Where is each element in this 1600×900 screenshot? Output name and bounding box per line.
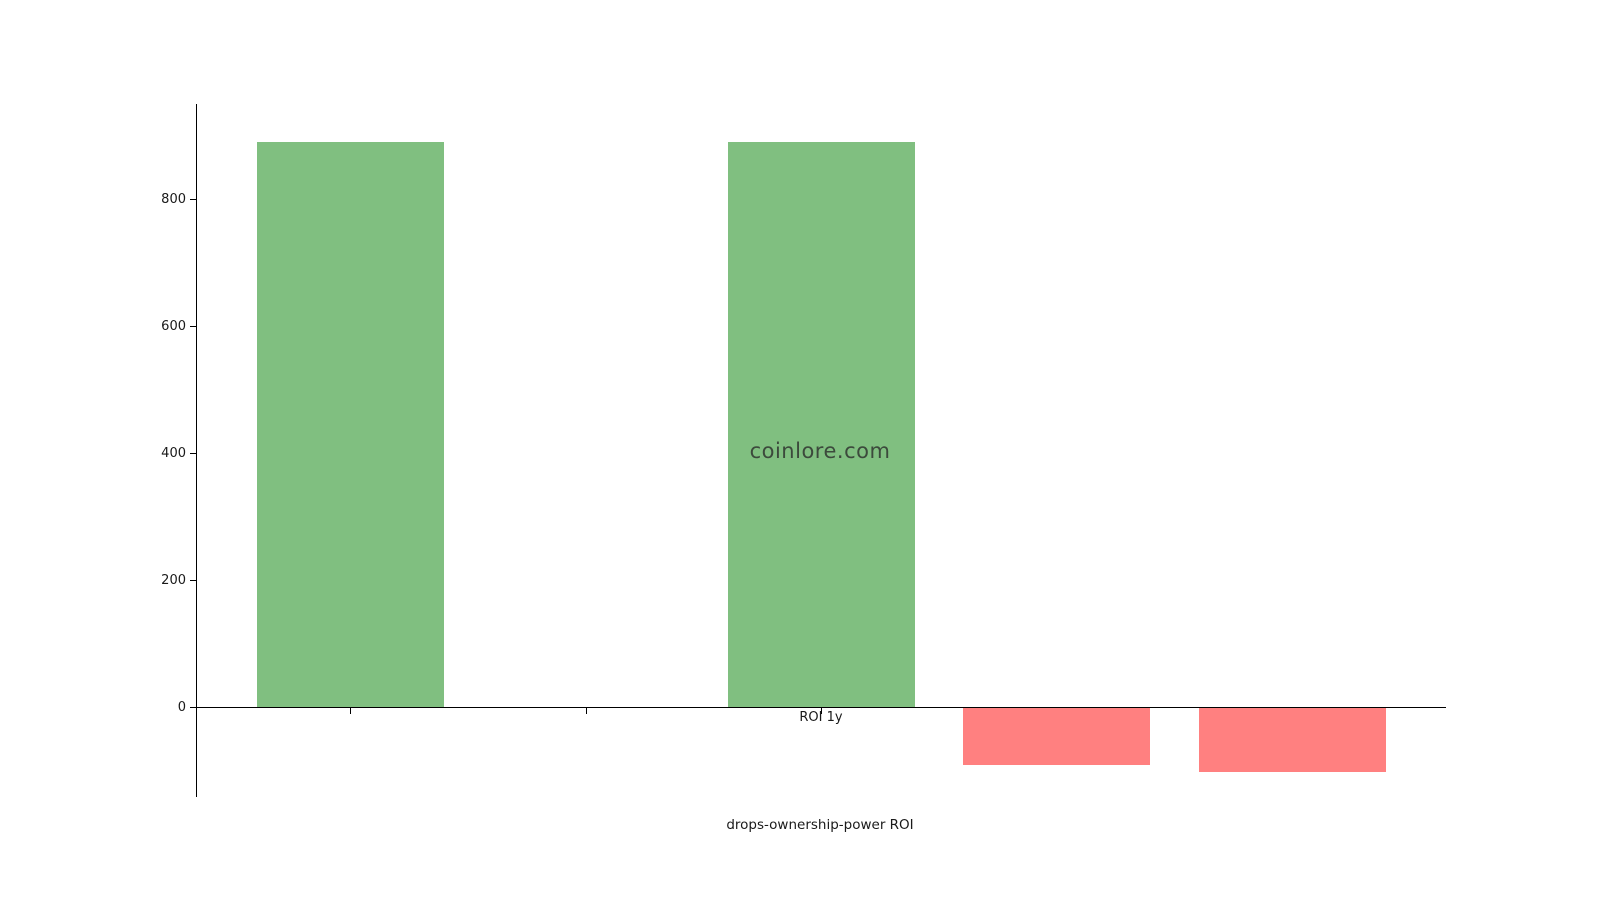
- x-axis-title: drops-ownership-power ROI: [726, 817, 914, 833]
- watermark-text: coinlore.com: [749, 439, 891, 463]
- y-tick-label: 200: [161, 572, 186, 588]
- negative-roi-bar: [1198, 708, 1386, 772]
- x-axis-tick: [585, 708, 587, 714]
- y-axis-tick: [190, 580, 197, 581]
- y-axis-tick: [190, 707, 197, 708]
- x-axis-tick: [821, 708, 822, 714]
- y-axis-tick: [190, 453, 197, 454]
- y-tick-label: 800: [161, 191, 186, 207]
- y-tick-label: 0: [177, 699, 186, 715]
- y-tick-label: 600: [161, 318, 186, 334]
- y-axis-tick: [190, 326, 197, 327]
- positive-roi-bar: [727, 141, 915, 707]
- x-axis-tick: [350, 708, 351, 714]
- negative-roi-bar: [963, 708, 1150, 766]
- y-axis-line: [196, 104, 197, 797]
- x-axis-line: [196, 707, 1446, 708]
- y-tick-label: 400: [161, 445, 186, 461]
- y-axis-tick: [190, 199, 197, 200]
- x-tick-label: ROI 1y: [799, 710, 843, 725]
- positive-roi-bar: [256, 141, 444, 707]
